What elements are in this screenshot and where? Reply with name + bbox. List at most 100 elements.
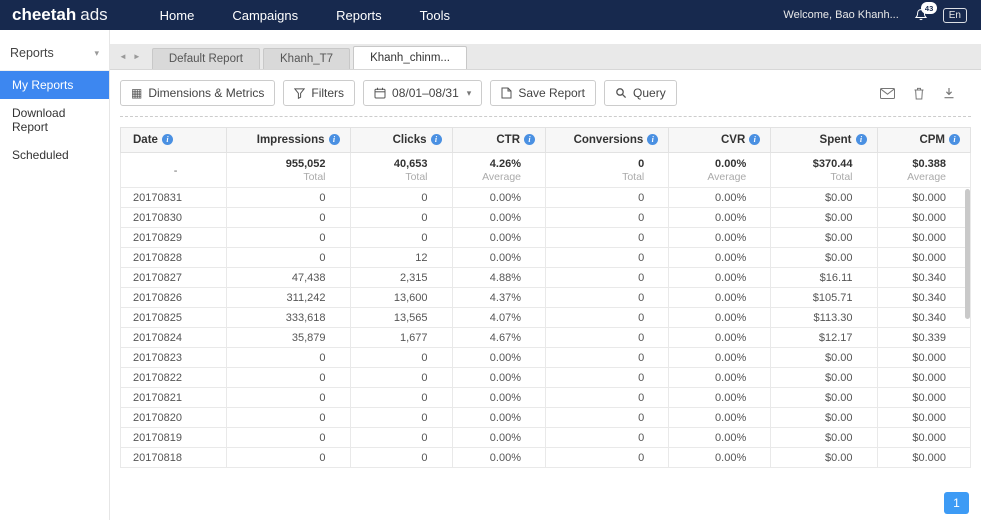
tab-default-report[interactable]: Default Report xyxy=(151,48,260,69)
value-cell: 0 xyxy=(544,427,670,448)
value-cell: 0 xyxy=(544,307,670,328)
table-row: 20170818 0 0 0.00% 0 0.00% $0.00 $0.000 xyxy=(119,447,971,468)
dimensions-metrics-button[interactable]: ▦ Dimensions & Metrics xyxy=(120,80,276,106)
column-header-date[interactable]: Date i xyxy=(119,127,228,153)
value-cell: 0 xyxy=(544,227,670,248)
value-cell: 0.00% xyxy=(451,367,546,388)
value-cell: 0 xyxy=(226,247,351,268)
value-cell: 0 xyxy=(349,227,453,248)
query-button[interactable]: Query xyxy=(604,80,677,106)
nav-campaigns[interactable]: Campaigns xyxy=(232,7,299,23)
calendar-icon xyxy=(374,87,386,99)
info-icon[interactable]: i xyxy=(855,134,867,145)
logo-bold: cheetah xyxy=(12,5,77,24)
value-cell: 0 xyxy=(226,227,351,248)
tab-khanh-t7[interactable]: Khanh_T7 xyxy=(263,48,351,69)
download-report-icon[interactable] xyxy=(943,87,955,99)
tab-scroll-right-icon[interactable]: ► xyxy=(132,52,141,61)
column-header-impressions[interactable]: Impressions i xyxy=(226,127,351,153)
email-report-icon[interactable] xyxy=(880,87,895,99)
value-cell: $0.000 xyxy=(876,187,971,208)
date-cell: 20170820 xyxy=(119,407,228,428)
sidebar-group-reports[interactable]: Reports ▾ xyxy=(0,30,109,71)
welcome-text: Welcome, Bao Khanh... xyxy=(783,9,898,21)
sidebar-item-scheduled[interactable]: Scheduled xyxy=(12,148,69,162)
info-icon[interactable]: i xyxy=(524,134,535,145)
column-header-cpm[interactable]: CPM i xyxy=(876,127,971,153)
delete-report-icon[interactable] xyxy=(913,87,925,100)
column-label: Impressions xyxy=(256,134,325,146)
date-cell: 20170819 xyxy=(119,427,228,448)
column-header-cvr[interactable]: CVR i xyxy=(668,127,772,153)
username[interactable]: Bao Khanh... xyxy=(835,9,899,21)
value-cell: 0 xyxy=(544,447,670,468)
value-cell: 4.88% xyxy=(451,267,546,288)
column-label: Date xyxy=(133,134,158,146)
navbar-right: Welcome, Bao Khanh... 43 En xyxy=(783,2,967,23)
table-row: 20170821 0 0 0.00% 0 0.00% $0.00 $0.000 xyxy=(119,387,971,408)
column-label: CVR xyxy=(720,134,746,146)
value-cell: 0.00% xyxy=(668,267,772,288)
filters-button[interactable]: Filters xyxy=(283,80,356,106)
value-cell: 47,438 xyxy=(226,267,351,288)
tab-khanh-chinm[interactable]: Khanh_chinm... xyxy=(353,46,467,69)
info-icon[interactable]: i xyxy=(647,134,659,145)
column-header-conversions[interactable]: Conversions i xyxy=(544,127,670,153)
save-report-button[interactable]: Save Report xyxy=(490,80,597,106)
value-cell: $0.000 xyxy=(876,407,971,428)
language-selector[interactable]: En xyxy=(942,7,967,23)
table-row: 20170830 0 0 0.00% 0 0.00% $0.00 $0.000 xyxy=(119,207,971,228)
column-label: Spent xyxy=(819,134,852,146)
summary-aggregation-label: Total xyxy=(303,171,326,183)
summary-cell: $0.388 Average xyxy=(876,152,971,188)
info-icon[interactable]: i xyxy=(949,134,960,145)
value-cell: 0.00% xyxy=(668,207,772,228)
value-cell: $0.00 xyxy=(770,187,878,208)
logo-rest: ads xyxy=(80,5,108,24)
date-cell: 20170823 xyxy=(119,347,228,368)
dimensions-metrics-label: Dimensions & Metrics xyxy=(148,86,265,100)
nav-home[interactable]: Home xyxy=(159,7,195,23)
value-cell: $0.339 xyxy=(876,327,971,348)
nav-tools[interactable]: Tools xyxy=(419,7,451,23)
table-row: 20170829 0 0 0.00% 0 0.00% $0.00 $0.000 xyxy=(119,227,971,248)
logo[interactable]: cheetah ads xyxy=(12,5,108,25)
value-cell: $0.000 xyxy=(876,227,971,248)
search-icon xyxy=(616,88,627,99)
query-label: Query xyxy=(633,86,666,100)
value-cell: 0 xyxy=(544,187,670,208)
summary-cell: 0.00% Average xyxy=(668,152,772,188)
value-cell: 0 xyxy=(544,367,670,388)
table-scrollbar[interactable] xyxy=(965,189,970,319)
sidebar-item-my-reports[interactable]: My Reports xyxy=(0,71,109,99)
table-row: 20170825 333,618 13,565 4.07% 0 0.00% $113.30 $… xyxy=(119,307,971,328)
toolbar-right-icons xyxy=(880,87,955,100)
column-header-spent[interactable]: Spent i xyxy=(770,127,878,153)
tab-scroll-left-icon[interactable]: ◄ xyxy=(119,52,127,61)
column-header-clicks[interactable]: Clicks i xyxy=(349,127,453,153)
value-cell: 2,315 xyxy=(349,267,453,288)
summary-value: $0.388 xyxy=(912,158,946,170)
info-icon[interactable]: i xyxy=(749,134,761,145)
column-header-ctr[interactable]: CTR i xyxy=(451,127,546,153)
page-button-1[interactable]: 1 xyxy=(944,492,969,514)
value-cell: $0.00 xyxy=(770,227,878,248)
table-row: 20170820 0 0 0.00% 0 0.00% $0.00 $0.000 xyxy=(119,407,971,428)
table-header-row: Date i Impressions i Clicks i CTR i Conversions i… xyxy=(119,127,971,153)
summary-aggregation-label: Total xyxy=(622,171,645,183)
info-icon[interactable]: i xyxy=(430,134,442,145)
value-cell: 0.00% xyxy=(451,427,546,448)
value-cell: 0.00% xyxy=(668,327,772,348)
sidebar-item-download-report[interactable]: Download Report xyxy=(12,106,66,134)
value-cell: $0.00 xyxy=(770,407,878,428)
info-icon[interactable]: i xyxy=(161,134,173,145)
summary-date-cell: - xyxy=(119,152,228,188)
info-icon[interactable]: i xyxy=(328,134,340,145)
value-cell: 0 xyxy=(349,187,453,208)
nav-reports[interactable]: Reports xyxy=(336,7,382,23)
summary-cell: 0 Total xyxy=(544,152,670,188)
date-range-button[interactable]: 08/01–08/31 ▾ xyxy=(363,80,483,106)
notifications-bell-icon[interactable]: 43 xyxy=(914,2,937,22)
value-cell: 0 xyxy=(349,347,453,368)
column-label: Conversions xyxy=(573,134,644,146)
